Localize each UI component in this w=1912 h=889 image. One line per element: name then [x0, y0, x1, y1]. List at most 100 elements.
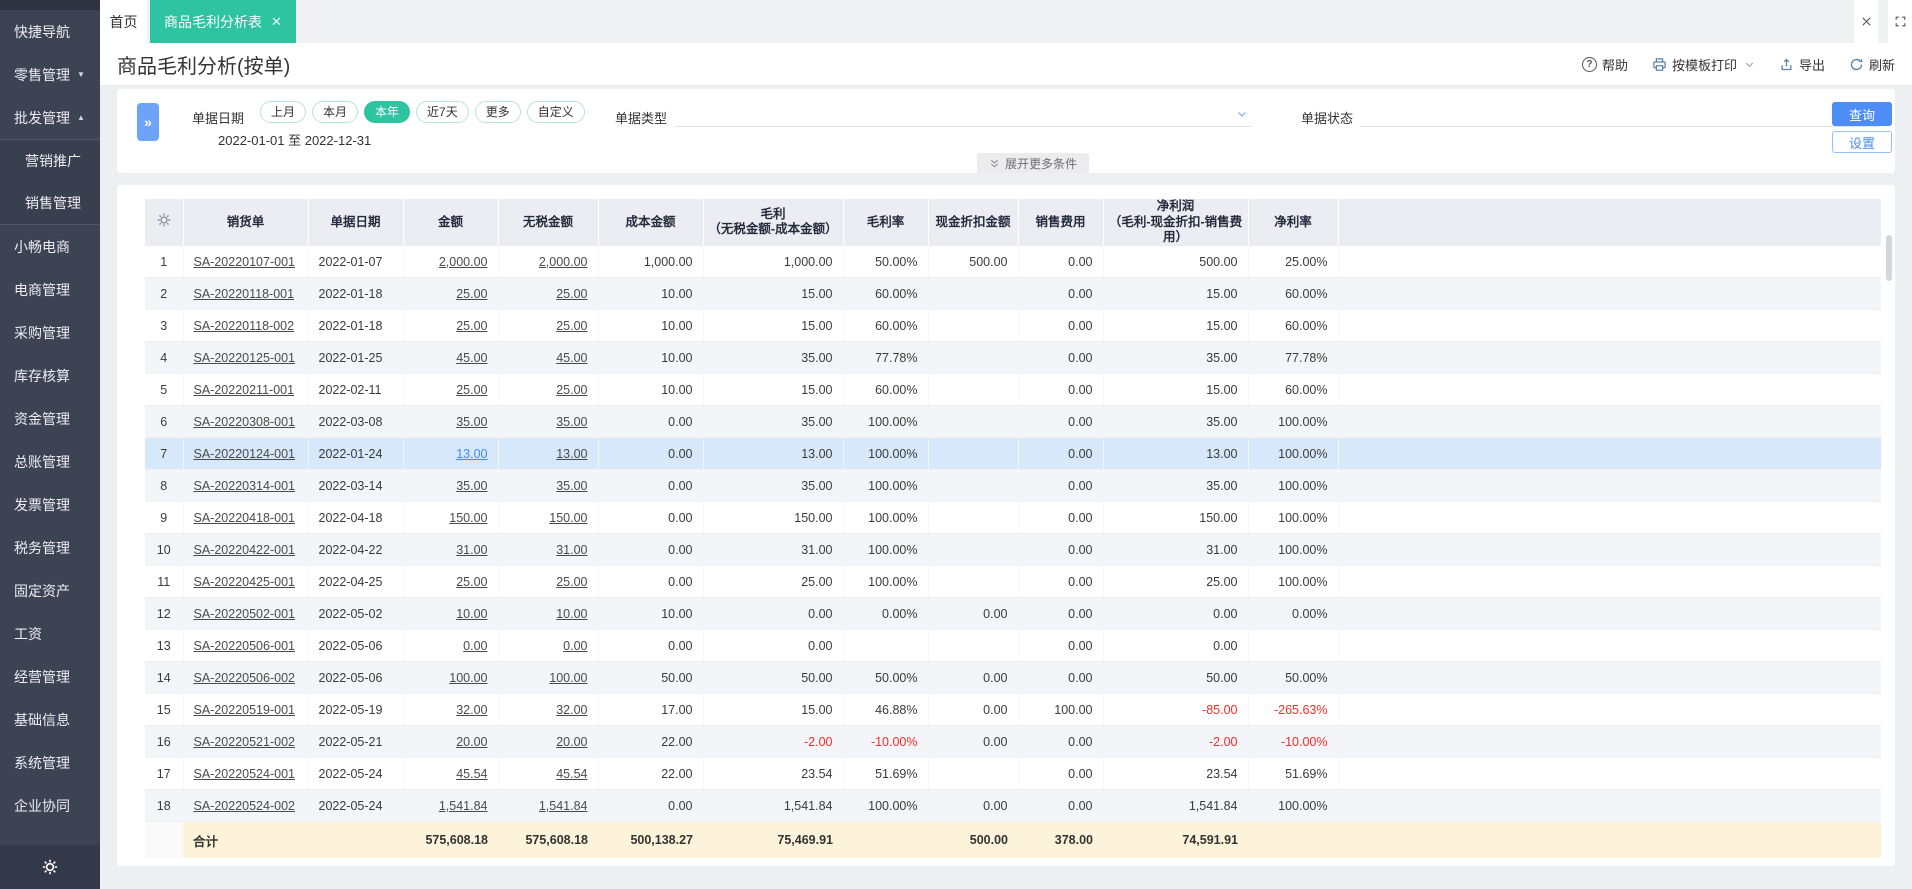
column-header-date[interactable]: 单据日期: [308, 199, 404, 246]
sidebar-item-6[interactable]: 小畅电商: [0, 225, 100, 268]
order-link[interactable]: SA-20220308-001: [193, 414, 295, 429]
tax_free-link[interactable]: 25.00: [556, 286, 588, 301]
order-link[interactable]: SA-20220418-001: [193, 510, 295, 525]
tax_free-link[interactable]: 10.00: [556, 606, 588, 621]
amount-link[interactable]: 25.00: [456, 286, 488, 301]
sidebar-item-7[interactable]: 电商管理: [0, 268, 100, 311]
sidebar-item-10[interactable]: 资金管理: [0, 397, 100, 440]
print-by-template-button[interactable]: 按模板打印: [1652, 55, 1755, 74]
order-link[interactable]: SA-20220502-001: [193, 606, 295, 621]
sidebar-item-18[interactable]: 系统管理: [0, 741, 100, 784]
table-row[interactable]: 13 SA-20220506-001 2022-05-06 0.00 0.00 0.00 0…: [145, 629, 1881, 663]
collapse-icon[interactable]: »: [137, 103, 159, 141]
amount-link[interactable]: 45.54: [456, 766, 488, 781]
tax_free-link[interactable]: 45.00: [556, 350, 588, 365]
table-row[interactable]: 3 SA-20220118-002 2022-01-18 25.00 25.00 10.0…: [145, 309, 1881, 343]
order-link[interactable]: SA-20220519-001: [193, 702, 295, 717]
sidebar-item-9[interactable]: 库存核算: [0, 354, 100, 397]
query-button[interactable]: 查询: [1832, 102, 1892, 126]
table-row[interactable]: 17 SA-20220524-001 2022-05-24 45.54 45.54 22.…: [145, 757, 1881, 791]
column-header-cost[interactable]: 成本金额: [598, 199, 704, 246]
tax_free-link[interactable]: 100.00: [549, 670, 588, 685]
table-row[interactable]: 11 SA-20220425-001 2022-04-25 25.00 25.00 0.0…: [145, 565, 1881, 599]
sidebar-item-2[interactable]: 零售管理 ▼: [0, 53, 100, 96]
amount-link[interactable]: 2,000.00: [438, 254, 488, 269]
order-link[interactable]: SA-20220211-001: [193, 382, 295, 397]
table-row[interactable]: 1 SA-20220107-001 2022-01-07 2,000.00 2,000.…: [145, 245, 1881, 279]
tax_free-link[interactable]: 0.00: [563, 638, 588, 653]
amount-link[interactable]: 13.00: [456, 446, 488, 461]
date-option-pill[interactable]: 近7天: [416, 101, 469, 123]
column-header-expense[interactable]: 销售费用: [1018, 199, 1104, 246]
order-link[interactable]: SA-20220118-001: [193, 286, 295, 301]
column-header-order[interactable]: 销货单: [183, 199, 309, 246]
table-row[interactable]: 9 SA-20220418-001 2022-04-18 150.00 150.00 0.…: [145, 501, 1881, 535]
gear-icon[interactable]: [157, 213, 171, 227]
tax_free-link[interactable]: 25.00: [556, 574, 588, 589]
refresh-button[interactable]: 刷新: [1849, 55, 1895, 74]
amount-link[interactable]: 100.00: [449, 670, 488, 685]
column-header-net[interactable]: 净利润 （毛利-现金折扣-销售费用）: [1103, 199, 1249, 246]
sidebar-item-16[interactable]: 经营管理: [0, 655, 100, 698]
table-row[interactable]: 5 SA-20220211-001 2022-02-11 25.00 25.00 10.0…: [145, 373, 1881, 407]
sidebar-item-15[interactable]: 工资: [0, 612, 100, 655]
fullscreen-icon[interactable]: [1888, 0, 1912, 43]
table-row[interactable]: 12 SA-20220502-001 2022-05-02 10.00 10.00 10.…: [145, 597, 1881, 631]
table-row[interactable]: 18 SA-20220524-002 2022-05-24 1,541.84 1,541…: [145, 789, 1881, 823]
date-option-pill[interactable]: 本年: [364, 101, 411, 123]
scrollbar-thumb[interactable]: [1886, 235, 1892, 281]
expand-more-conditions-button[interactable]: 展开更多条件: [977, 153, 1090, 173]
table-row[interactable]: 8 SA-20220314-001 2022-03-14 35.00 35.00 0.00…: [145, 469, 1881, 503]
date-option-pill[interactable]: 本月: [312, 101, 359, 123]
sidebar-item-13[interactable]: 税务管理: [0, 526, 100, 569]
order-link[interactable]: SA-20220314-001: [193, 478, 295, 493]
tax_free-link[interactable]: 35.00: [556, 478, 588, 493]
sidebar-item-12[interactable]: 发票管理: [0, 483, 100, 526]
order-link[interactable]: SA-20220425-001: [193, 574, 295, 589]
tax_free-link[interactable]: 2,000.00: [538, 254, 588, 269]
sidebar-item-19[interactable]: 企业协同: [0, 784, 100, 827]
export-button[interactable]: 导出: [1779, 55, 1825, 74]
doc-status-select[interactable]: [1360, 101, 1880, 127]
amount-link[interactable]: 0.00: [463, 638, 488, 653]
doc-type-select[interactable]: [675, 101, 1252, 127]
amount-link[interactable]: 10.00: [456, 606, 488, 621]
tax_free-link[interactable]: 45.54: [556, 766, 588, 781]
amount-link[interactable]: 31.00: [456, 542, 488, 557]
order-link[interactable]: SA-20220124-001: [193, 446, 295, 461]
date-option-pill[interactable]: 自定义: [526, 101, 585, 123]
date-option-pill[interactable]: 上月: [260, 101, 307, 123]
table-row[interactable]: 4 SA-20220125-001 2022-01-25 45.00 45.00 10.0…: [145, 341, 1881, 375]
table-row[interactable]: 10 SA-20220422-001 2022-04-22 31.00 31.00 0.0…: [145, 533, 1881, 567]
sidebar-item-14[interactable]: 固定资产: [0, 569, 100, 612]
tab-home[interactable]: 首页: [100, 0, 147, 43]
amount-link[interactable]: 32.00: [456, 702, 488, 717]
amount-link[interactable]: 35.00: [456, 478, 488, 493]
tax_free-link[interactable]: 32.00: [556, 702, 588, 717]
column-header-amount[interactable]: 金额: [403, 199, 499, 246]
column-header-gross_rate[interactable]: 毛利率: [843, 199, 929, 246]
close-icon[interactable]: [1854, 0, 1878, 43]
amount-link[interactable]: 150.00: [449, 510, 488, 525]
order-link[interactable]: SA-20220118-002: [193, 318, 295, 333]
sidebar-item-8[interactable]: 采购管理: [0, 311, 100, 354]
amount-link[interactable]: 35.00: [456, 414, 488, 429]
order-link[interactable]: SA-20220107-001: [193, 254, 295, 269]
order-link[interactable]: SA-20220422-001: [193, 542, 295, 557]
order-link[interactable]: SA-20220524-001: [193, 766, 295, 781]
sidebar-item-11[interactable]: 总账管理: [0, 440, 100, 483]
settings-button[interactable]: 设置: [1832, 131, 1892, 153]
date-option-pill[interactable]: 更多: [474, 101, 521, 123]
tax_free-link[interactable]: 35.00: [556, 414, 588, 429]
sidebar-item-5[interactable]: 销售管理: [0, 182, 100, 225]
tab-gross-profit-report[interactable]: 商品毛利分析表 ✕: [150, 0, 296, 43]
tax_free-link[interactable]: 25.00: [556, 318, 588, 333]
sidebar-settings-button[interactable]: [0, 845, 100, 889]
column-header-net_rate[interactable]: 净利率: [1248, 199, 1339, 246]
amount-link[interactable]: 20.00: [456, 734, 488, 749]
tax_free-link[interactable]: 25.00: [556, 382, 588, 397]
amount-link[interactable]: 25.00: [456, 574, 488, 589]
sidebar-item-4[interactable]: 营销推广: [0, 139, 100, 182]
sidebar-item-1[interactable]: 快捷导航: [0, 10, 100, 53]
tax_free-link[interactable]: 20.00: [556, 734, 588, 749]
